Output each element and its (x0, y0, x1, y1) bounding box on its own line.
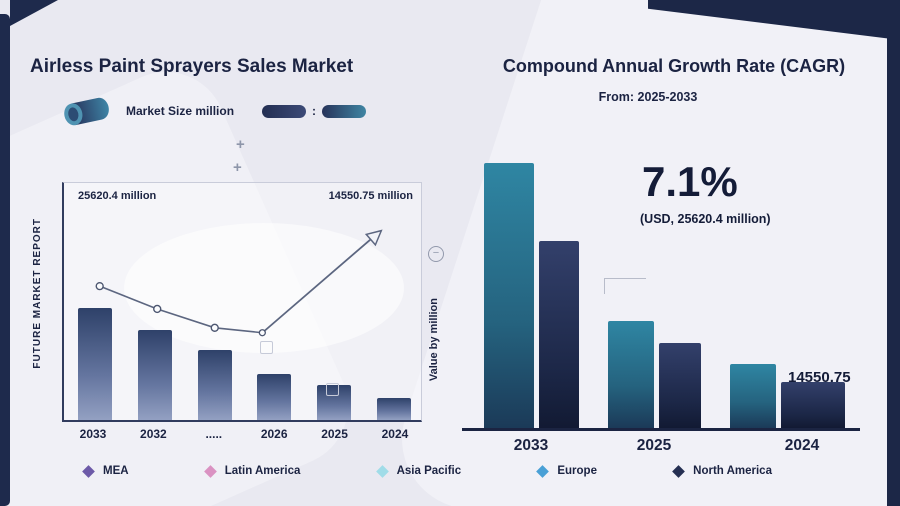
trend-line (99, 285, 263, 334)
left-xlabels: 2033 2032..... 2026 2025 2024 (62, 427, 422, 441)
left-axis-label: 2025 (321, 427, 348, 441)
right-axis-label: 2024 (784, 437, 820, 454)
left-bar-2024 (376, 398, 411, 420)
right-xlabels: 2033 2025 2024 (462, 437, 860, 459)
left-axis-label: 2032 (140, 427, 167, 441)
watermark-icon (260, 341, 273, 354)
trend-marker (210, 323, 219, 332)
legend-item-europe: Europe (536, 464, 597, 478)
end-value-label: 14550.75 (788, 369, 851, 386)
legend-label: Latin America (224, 465, 301, 477)
diamond-icon (536, 464, 550, 478)
plus-icon: + (233, 159, 242, 176)
trend-marker (153, 304, 162, 314)
right-bar-group-2024 (730, 364, 845, 428)
right-edge-bar (887, 0, 900, 506)
legend-item-north-america: North America (672, 464, 772, 478)
cylinder-icon (64, 97, 109, 126)
right-axis-label: 2025 (636, 437, 672, 454)
trend-arrow-shaft (261, 238, 372, 334)
cagr-detail: (USD, 25620.4 million) (640, 212, 771, 226)
diamond-icon (375, 464, 389, 478)
bar-primary (484, 163, 534, 428)
legend-label: MEA (103, 465, 129, 477)
cagr-value: 7.1% (642, 158, 738, 205)
trend-line-overlay (95, 229, 383, 337)
plus-icon: + (236, 136, 245, 153)
end-value-annotation: 14550.75 million (328, 190, 413, 202)
left-chart-panel: 25620.4 million 14550.75 million (62, 182, 422, 422)
left-bar-2026 (257, 374, 292, 420)
pill-dark (262, 104, 307, 118)
pill-gradient (322, 104, 367, 118)
legend-item-mea: MEA (82, 464, 129, 478)
left-axis-label: 2024 (381, 427, 409, 441)
left-bar-2032 (137, 330, 172, 420)
bar-secondary (539, 241, 579, 428)
left-legend-row: Market Size million : (64, 94, 367, 128)
bar-primary (608, 321, 654, 428)
pill-separator: : (312, 104, 317, 118)
left-axis-label: ..... (205, 427, 223, 441)
circle-minus-icon: − (428, 246, 444, 262)
left-bars (78, 308, 411, 420)
left-bar-..... (197, 350, 232, 420)
legend-item-latin-america: Latin America (203, 464, 301, 478)
left-chart-side-label: FUTURE MARKET REPORT (32, 218, 43, 369)
bar-secondary (659, 343, 701, 428)
diamond-icon (203, 464, 217, 478)
left-axis-label: 2026 (260, 427, 288, 441)
market-size-legend-label: Market Size million (126, 104, 235, 118)
right-chart-side-label: Value by million (428, 298, 440, 382)
cagr-subtitle: From: 2025-2033 (598, 90, 698, 104)
watermark-icon (326, 383, 339, 396)
diamond-icon (82, 464, 95, 478)
region-legend: MEA Latin America Asia Pacific Europe North … (82, 464, 772, 478)
left-bar-2033 (78, 308, 112, 420)
top-left-triangle (10, 0, 58, 26)
bar-primary (730, 364, 776, 428)
right-bar-group-2033 (484, 163, 579, 428)
start-value-annotation: 25620.4 million (78, 190, 157, 202)
cagr-title: Compound Annual Growth Rate (CAGR) (502, 56, 846, 76)
bar-secondary (781, 382, 845, 428)
trend-marker (95, 281, 104, 291)
legend-label: Europe (557, 465, 597, 477)
page-title: Airless Paint Sprayers Sales Market (30, 56, 354, 77)
left-axis-label: 2033 (79, 427, 107, 441)
legend-item-asia-pacific: Asia Pacific (375, 464, 462, 478)
trend-arrow-icon (364, 229, 383, 247)
right-bar-group-2025 (608, 321, 701, 428)
right-chart-panel (462, 148, 860, 431)
step-line-decoration (604, 278, 646, 294)
left-edge-bar (0, 14, 10, 506)
diamond-icon (672, 464, 686, 478)
trend-marker (258, 329, 266, 337)
legend-label: North America (693, 465, 772, 477)
left-bar-2025 (317, 385, 352, 420)
scale-pills: : (262, 104, 367, 118)
legend-label: Asia Pacific (396, 465, 462, 477)
right-axis-label: 2033 (513, 437, 549, 454)
